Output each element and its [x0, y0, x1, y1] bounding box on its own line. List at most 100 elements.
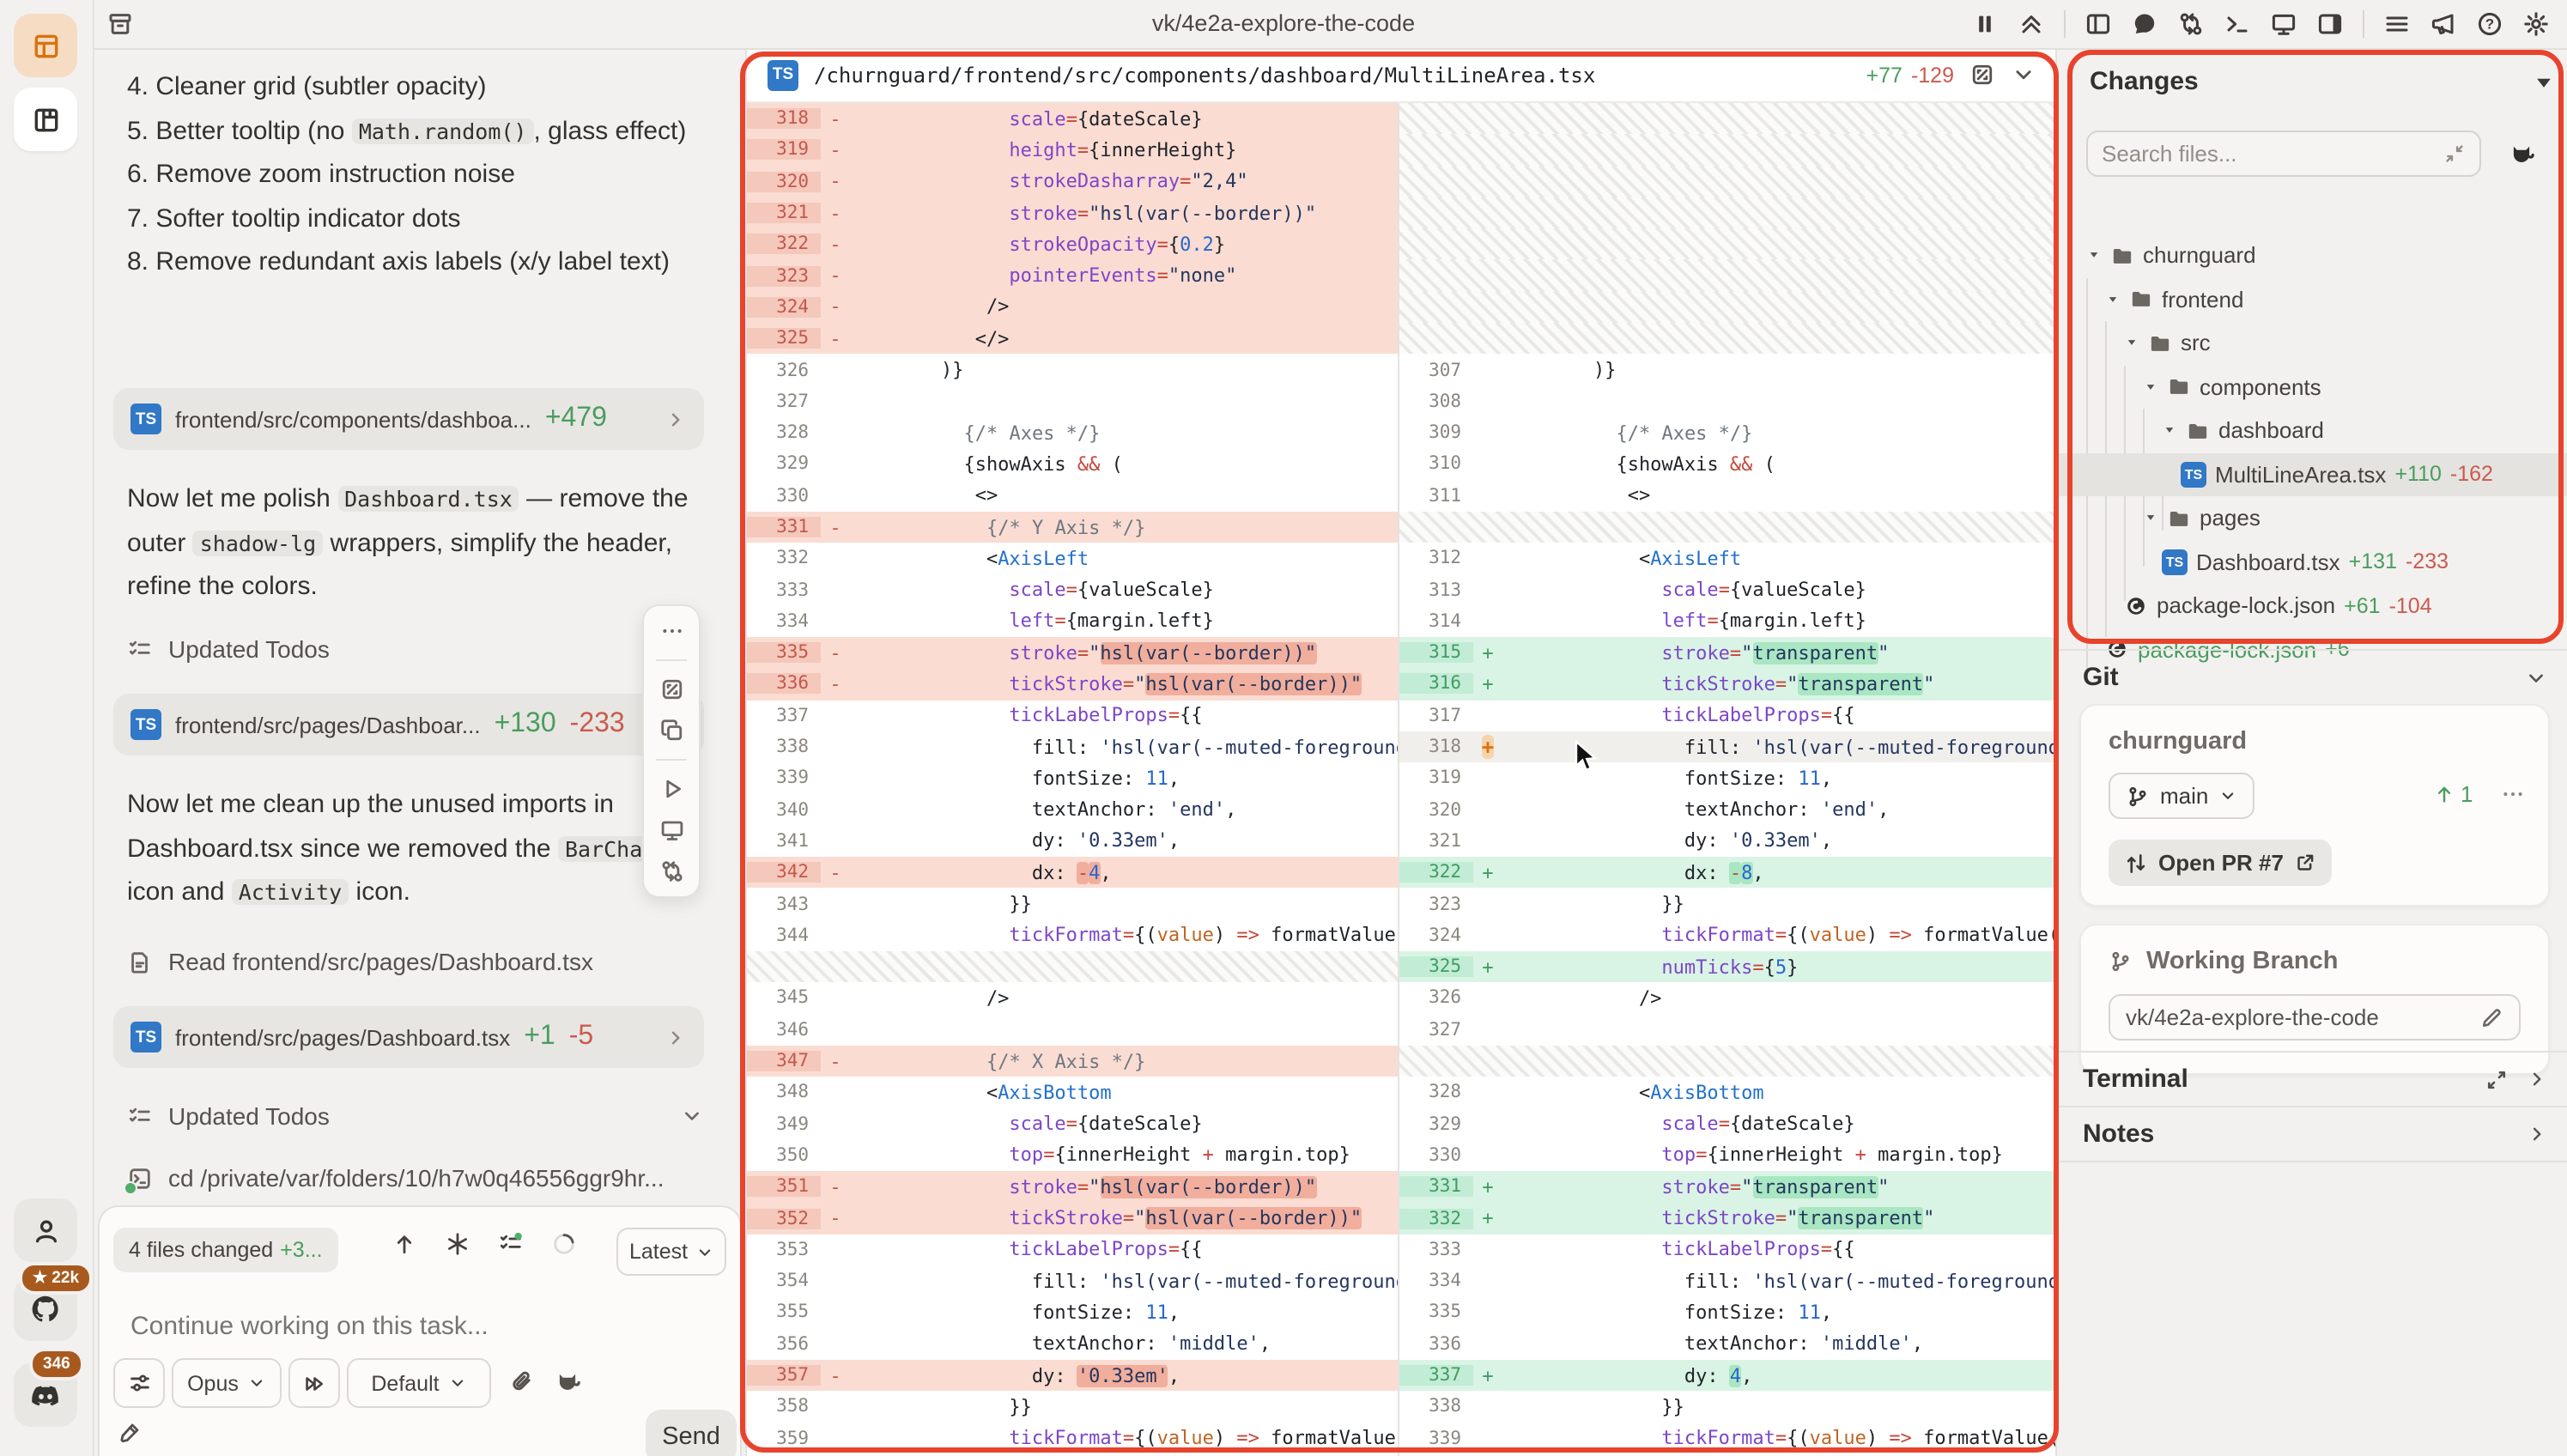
diff-line[interactable]: 309 {/* Axes */}: [1399, 417, 2057, 449]
diff-line[interactable]: 338 fill: 'hsl(var(--muted-foreground))'…: [747, 731, 1398, 763]
diff-line[interactable]: 349 scale={dateScale}: [747, 1108, 1398, 1140]
settings-sliders-button[interactable]: [113, 1358, 165, 1408]
gear-icon[interactable]: [2522, 10, 2550, 38]
diff-line[interactable]: 343 }}: [747, 889, 1398, 920]
branch-dropdown[interactable]: main: [2109, 773, 2255, 819]
read-file-row[interactable]: Read frontend/src/pages/Dashboard.tsx: [127, 948, 593, 975]
pause-icon[interactable]: [1971, 10, 1999, 38]
diff-line[interactable]: 328 <AxisBottom: [1399, 1077, 2057, 1108]
diff-line[interactable]: 321- stroke="hsl(var(--border))": [747, 197, 1398, 229]
sidebar-board-button[interactable]: [14, 88, 77, 151]
gitcompare-icon[interactable]: [658, 858, 684, 884]
tree-item-pages[interactable]: pages: [2067, 496, 2558, 540]
diff-line[interactable]: 332 <AxisLeft: [747, 543, 1398, 574]
message-input[interactable]: [127, 1310, 701, 1343]
cat-icon[interactable]: [2507, 139, 2536, 168]
mode-dropdown[interactable]: Default: [347, 1358, 491, 1408]
collapse-tree-icon[interactable]: [2443, 143, 2466, 165]
diff-line[interactable]: 347- {/* X Axis */}: [747, 1045, 1398, 1077]
sidebar-tasks-button[interactable]: [14, 14, 77, 77]
model-dropdown[interactable]: Opus: [172, 1358, 282, 1408]
monitor-icon[interactable]: [2270, 10, 2297, 38]
git-section-header[interactable]: Git: [2083, 663, 2548, 692]
diff-line[interactable]: 310 {showAxis && (: [1399, 449, 2057, 481]
diff-line[interactable]: 316 + tickStroke="transparent": [1399, 668, 2057, 701]
diff-line[interactable]: 327: [747, 385, 1398, 417]
diff-line[interactable]: 324- />: [747, 291, 1398, 324]
diff-line[interactable]: 318- scale={dateScale}: [747, 103, 1398, 135]
working-branch-input[interactable]: vk/4e2a-explore-the-code: [2109, 994, 2521, 1040]
diff-line[interactable]: 338 }}: [1399, 1391, 2057, 1423]
diff-line[interactable]: 345 />: [747, 983, 1398, 1015]
file-edit-chip[interactable]: TS frontend/src/pages/Dashboard.tsx +1 -5: [113, 1006, 704, 1068]
tree-item-dashboard[interactable]: dashboard: [2067, 409, 2558, 452]
diff-line[interactable]: 337 + dy: 4,: [1399, 1359, 2057, 1392]
diff-line[interactable]: 356 textAnchor: 'middle',: [747, 1328, 1398, 1360]
file-edit-chip[interactable]: TS frontend/src/components/dashboa... +479: [113, 388, 704, 450]
diff-line[interactable]: 357- dy: '0.33em',: [747, 1359, 1398, 1392]
diff-line[interactable]: 336- tickStroke="hsl(var(--border))": [747, 668, 1398, 701]
diff-line[interactable]: 314 left={margin.left}: [1399, 606, 2057, 638]
diff-line[interactable]: 322 + dx: -8,: [1399, 857, 2057, 889]
megaphone-icon[interactable]: [2430, 10, 2457, 38]
diff-line[interactable]: 330 <>: [747, 480, 1398, 512]
diff-line[interactable]: 351- stroke="hsl(var(--border))": [747, 1171, 1398, 1203]
diff-line[interactable]: 308: [1399, 385, 2057, 417]
open-pr-button[interactable]: Open PR #7: [2109, 840, 2332, 886]
diff-line[interactable]: 339 tickFormat={(value) => formatValue(v…: [1399, 1423, 2057, 1454]
diff-line[interactable]: 348 <AxisBottom: [747, 1077, 1398, 1108]
cat-icon[interactable]: [553, 1367, 582, 1396]
send-button[interactable]: Send: [646, 1410, 737, 1456]
diff-line[interactable]: 342- dx: -4,: [747, 857, 1398, 889]
account-button[interactable]: [14, 1198, 77, 1262]
help-icon[interactable]: ?: [2476, 10, 2503, 38]
diff-line[interactable]: 341 dy: '0.33em',: [747, 826, 1398, 858]
diff-line[interactable]: 329 scale={dateScale}: [1399, 1108, 2057, 1140]
panelleft-icon[interactable]: [2085, 10, 2112, 38]
updated-todos-row[interactable]: Updated Todos: [127, 635, 704, 663]
tree-item-multilinearea-tsx[interactable]: TS MultiLineArea.tsx +110 -162: [2057, 452, 2567, 496]
updated-todos-row[interactable]: Updated Todos: [127, 1102, 704, 1130]
diff-line[interactable]: 313 scale={valueScale}: [1399, 574, 2057, 606]
diff-line[interactable]: 353 tickLabelProps={{: [747, 1234, 1398, 1265]
diff-line[interactable]: 329 {showAxis && (: [747, 449, 1398, 481]
highlighter-icon[interactable]: [117, 1420, 143, 1446]
file-edit-chip[interactable]: TS frontend/src/pages/Dashboar... +130 -233: [113, 694, 704, 755]
diff-line[interactable]: 330 top={innerHeight + margin.top}: [1399, 1140, 2057, 1172]
expand-terminal-icon[interactable]: [2485, 1067, 2509, 1091]
diff-line[interactable]: 319- height={innerHeight}: [747, 134, 1398, 167]
attachment-icon[interactable]: [508, 1367, 536, 1394]
diffdoc-icon[interactable]: [658, 676, 684, 702]
diff-line[interactable]: 354 fill: 'hsl(var(--muted-foreground))'…: [747, 1265, 1398, 1297]
diff-line[interactable]: 337 tickLabelProps={{: [747, 700, 1398, 731]
add-comment-button[interactable]: +: [1481, 734, 1495, 759]
diff-line[interactable]: 328 {/* Axes */}: [747, 417, 1398, 449]
diff-line[interactable]: 331 + stroke="transparent": [1399, 1171, 2057, 1203]
diff-line[interactable]: 350 top={innerHeight + margin.top}: [747, 1140, 1398, 1172]
diff-line[interactable]: 333 scale={valueScale}: [747, 574, 1398, 606]
diff-line[interactable]: 346: [747, 1014, 1398, 1046]
diff-line[interactable]: 320 textAnchor: 'end',: [1399, 794, 2057, 826]
monitor-icon[interactable]: [658, 817, 684, 843]
tree-item-package-lock-json[interactable]: package-lock.json +61 -104: [2067, 584, 2558, 628]
chatfill-icon[interactable]: [2131, 10, 2158, 38]
diff-line[interactable]: 325- </>: [747, 323, 1398, 355]
terminal-command-row[interactable]: cd /private/var/folders/10/h7w0q46556ggr…: [124, 1164, 704, 1194]
terminal-icon[interactable]: [2224, 10, 2251, 38]
diff-line[interactable]: 355 fontSize: 11,: [747, 1297, 1398, 1329]
diff-line[interactable]: 315 + stroke="transparent": [1399, 637, 2057, 669]
diff-line[interactable]: 326 />: [1399, 983, 2057, 1015]
diff-line[interactable]: 334 fill: 'hsl(var(--muted-foreground))'…: [1399, 1265, 2057, 1297]
diff-line[interactable]: 322- strokeOpacity={0.2}: [747, 228, 1398, 260]
diff-line[interactable]: 327: [1399, 1014, 2057, 1046]
diff-line[interactable]: 318+ fill: 'hsl(var(--muted-foreground))…: [1399, 731, 2057, 763]
gitcompare-icon[interactable]: [2177, 10, 2205, 38]
diff-line[interactable]: 335- stroke="hsl(var(--border))": [747, 637, 1398, 669]
diff-line[interactable]: 339 fontSize: 11,: [747, 762, 1398, 794]
fast-forward-button[interactable]: [288, 1358, 340, 1408]
diff-line[interactable]: 323 }}: [1399, 889, 2057, 920]
notes-section-header[interactable]: Notes: [2083, 1119, 2548, 1149]
diff-line[interactable]: 332 + tickStroke="transparent": [1399, 1202, 2057, 1235]
spark-icon[interactable]: [445, 1231, 470, 1257]
diff-line[interactable]: 359 tickFormat={(value) => formatValue(v…: [747, 1423, 1398, 1454]
